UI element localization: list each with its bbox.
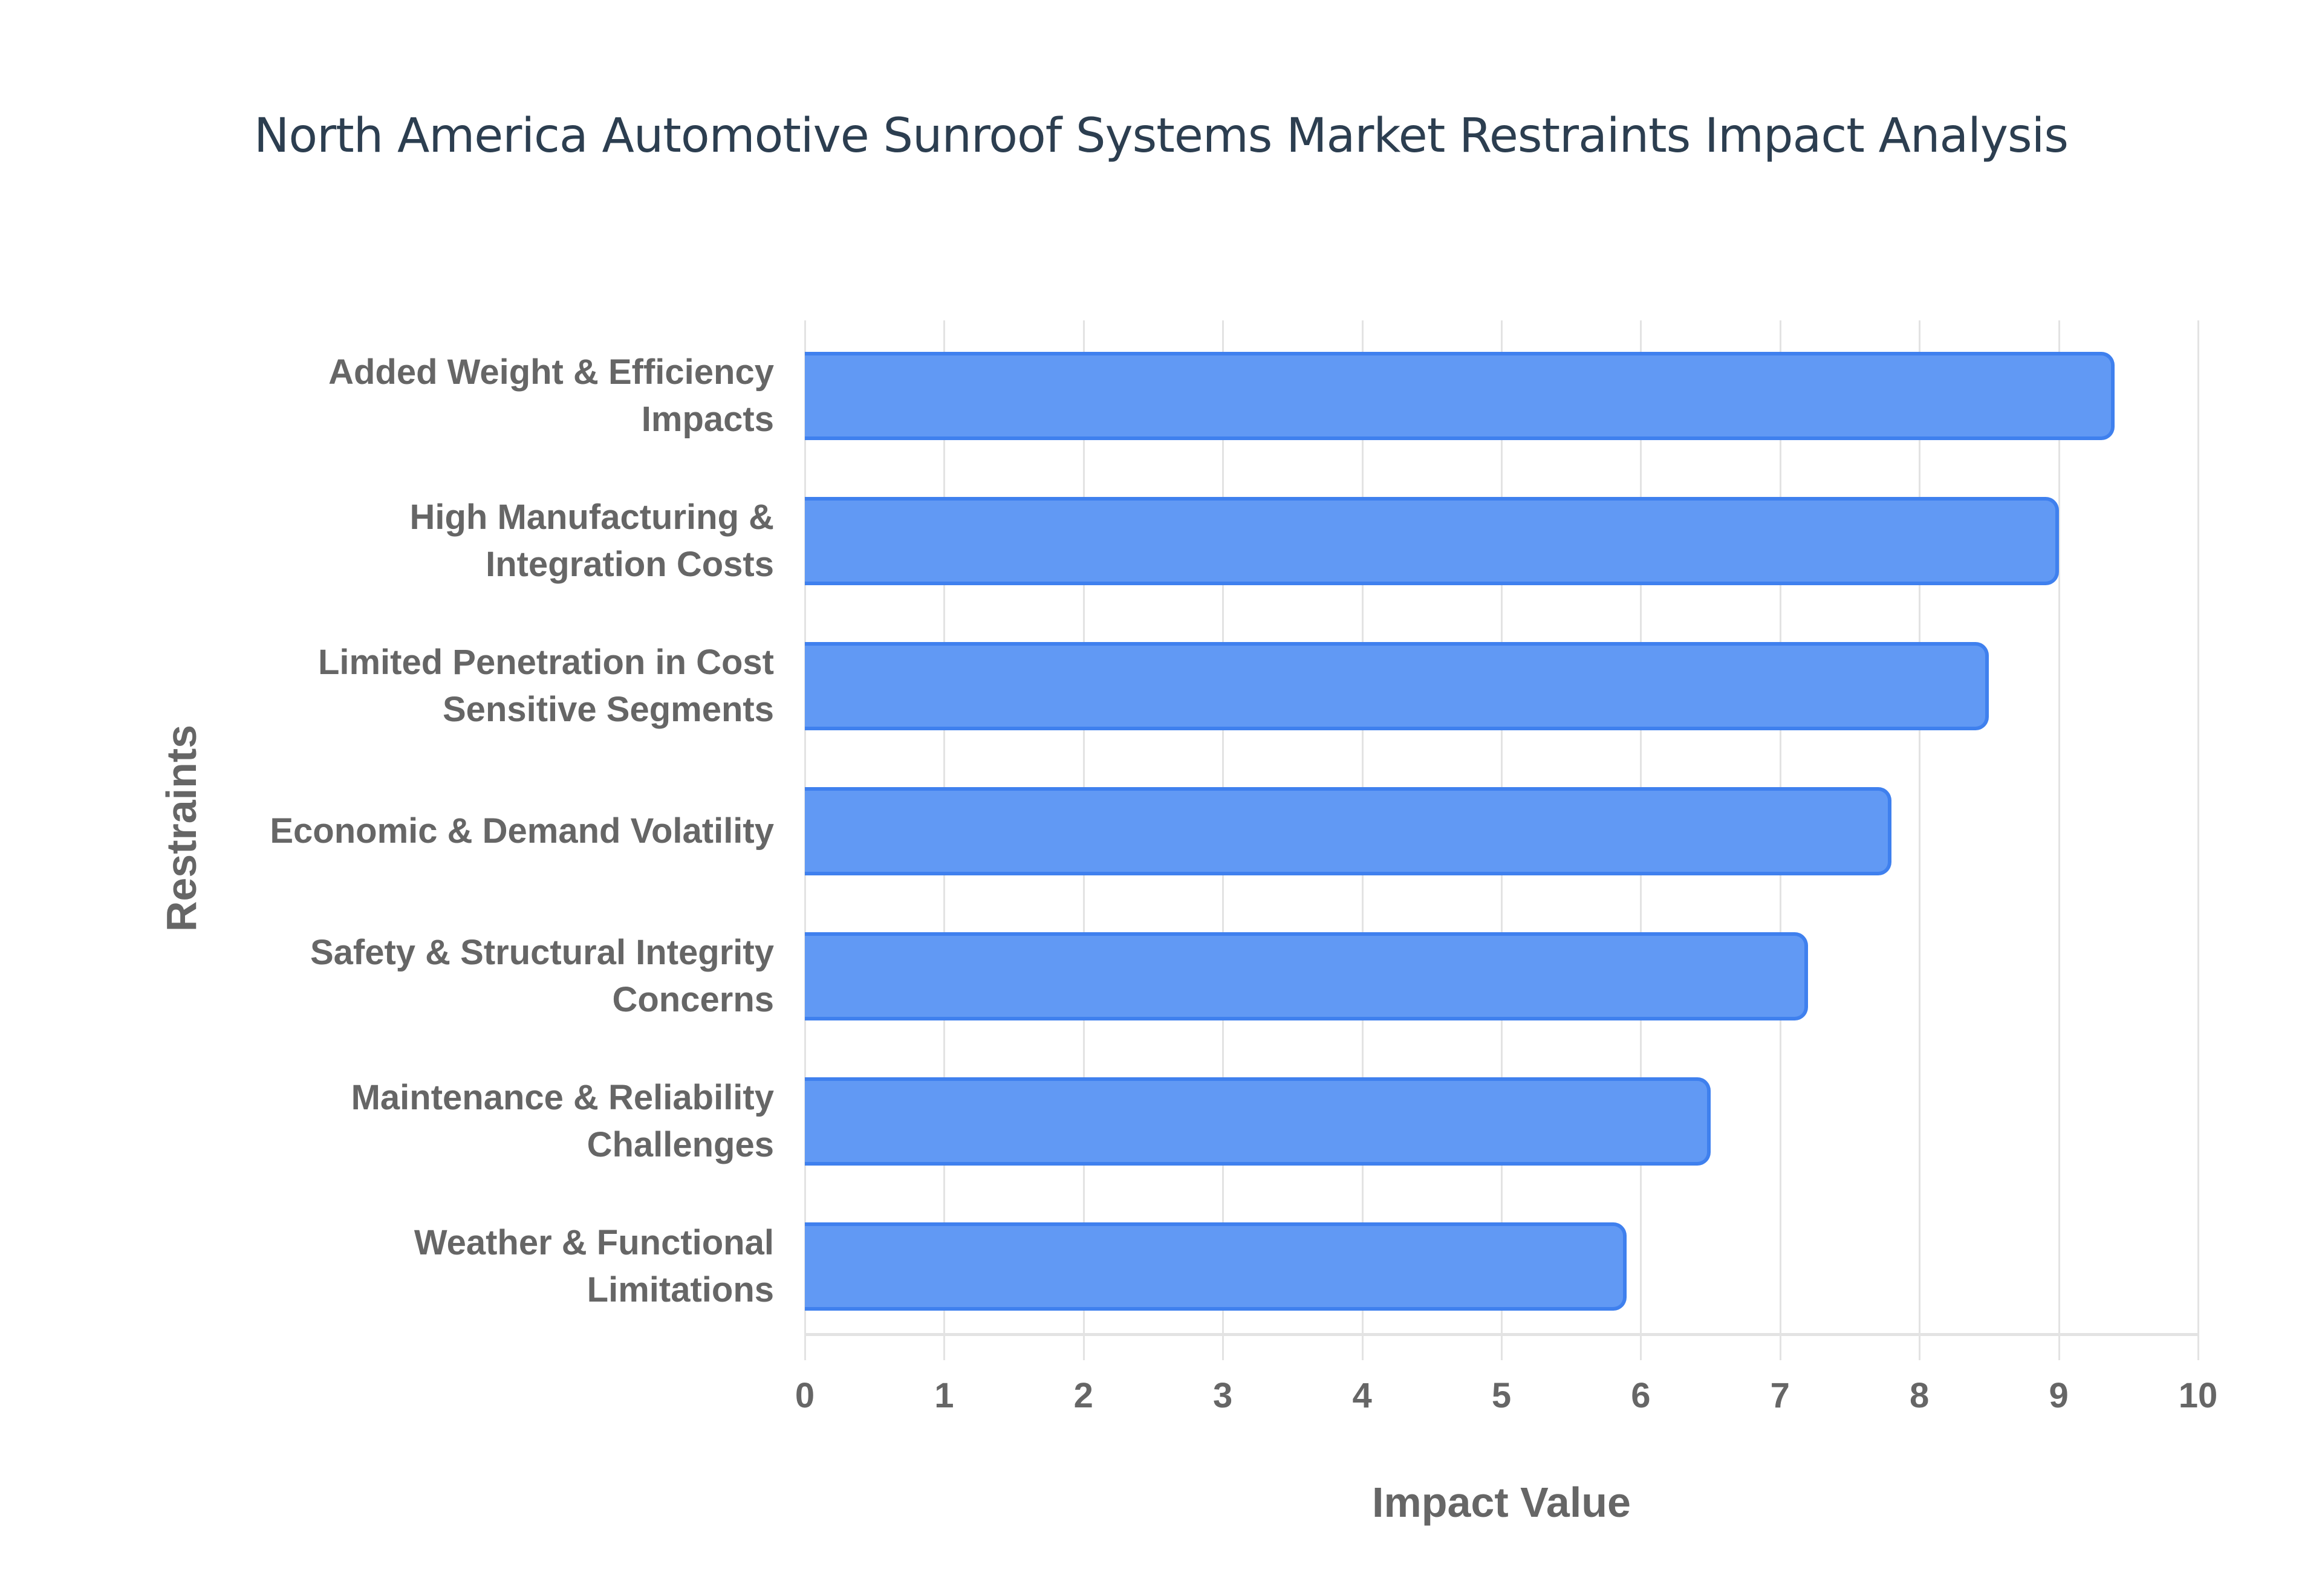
x-tick-label: 0: [795, 1376, 815, 1415]
x-tick-label: 3: [1213, 1376, 1233, 1415]
bar[interactable]: [805, 787, 1892, 875]
gridline: [2058, 320, 2060, 1360]
y-tick-label: Weather & Functional Limitations: [414, 1223, 774, 1309]
y-tick-label: Added Weight & Efficiency Impacts: [328, 352, 774, 439]
bar[interactable]: [805, 497, 2059, 585]
x-tick-label: 4: [1352, 1376, 1372, 1415]
plot-area: [804, 320, 2199, 1360]
y-tick-label: Maintenance & Reliability Challenges: [351, 1078, 774, 1164]
y-tick-label: High Manufacturing & Integration Costs: [409, 498, 774, 584]
y-axis-title: Restraints: [158, 724, 205, 932]
x-tick-label: 8: [1910, 1376, 1930, 1415]
gridline: [2197, 320, 2199, 1360]
chart-title: North America Automotive Sunroof Systems…: [254, 109, 2069, 163]
bar[interactable]: [805, 642, 1989, 730]
bar[interactable]: [805, 1077, 1711, 1166]
gridline: [1919, 320, 1921, 1360]
x-axis-title: Impact Value: [1372, 1479, 1631, 1526]
x-tick-label: 10: [2178, 1376, 2218, 1415]
y-tick-label: Economic & Demand Volatility: [270, 811, 774, 851]
bar[interactable]: [805, 932, 1808, 1020]
x-tick-label: 6: [1631, 1376, 1651, 1415]
y-tick-label: Safety & Structural Integrity Concerns: [310, 933, 774, 1019]
x-tick-label: 2: [1073, 1376, 1093, 1415]
y-tick-label: Limited Penetration in Cost Sensitive Seg…: [317, 643, 774, 729]
x-tick-label: 9: [2049, 1376, 2069, 1415]
x-tick-label: 7: [1770, 1376, 1790, 1415]
bar[interactable]: [805, 1222, 1627, 1311]
x-tick-label: 1: [934, 1376, 954, 1415]
bar[interactable]: [805, 352, 2115, 440]
x-tick-label: 5: [1491, 1376, 1512, 1415]
